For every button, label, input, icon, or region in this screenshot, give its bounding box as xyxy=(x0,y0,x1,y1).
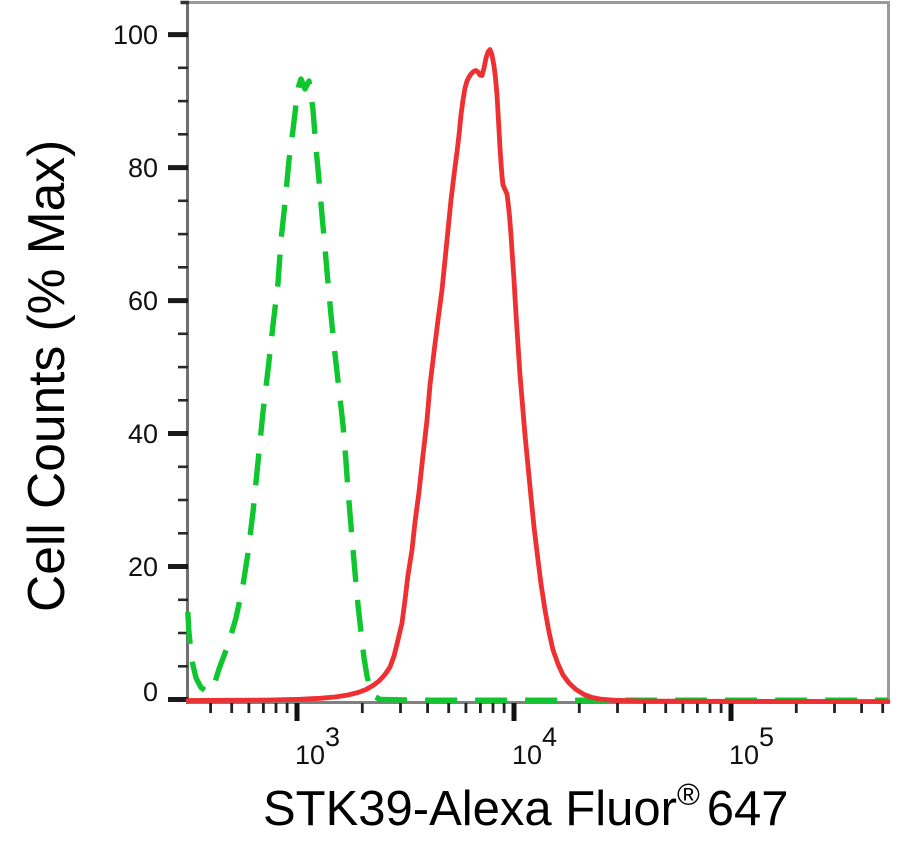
svg-text:40: 40 xyxy=(128,419,158,449)
svg-text:0: 0 xyxy=(143,677,158,707)
svg-text:80: 80 xyxy=(128,153,158,183)
svg-text:STK39-Alexa Fluor®647: STK39-Alexa Fluor® 647 xyxy=(263,777,789,836)
svg-text:20: 20 xyxy=(128,552,158,582)
svg-text:Cell Counts (% Max): Cell Counts (% Max) xyxy=(17,140,75,612)
svg-text:100: 100 xyxy=(113,20,158,50)
svg-text:60: 60 xyxy=(128,286,158,316)
